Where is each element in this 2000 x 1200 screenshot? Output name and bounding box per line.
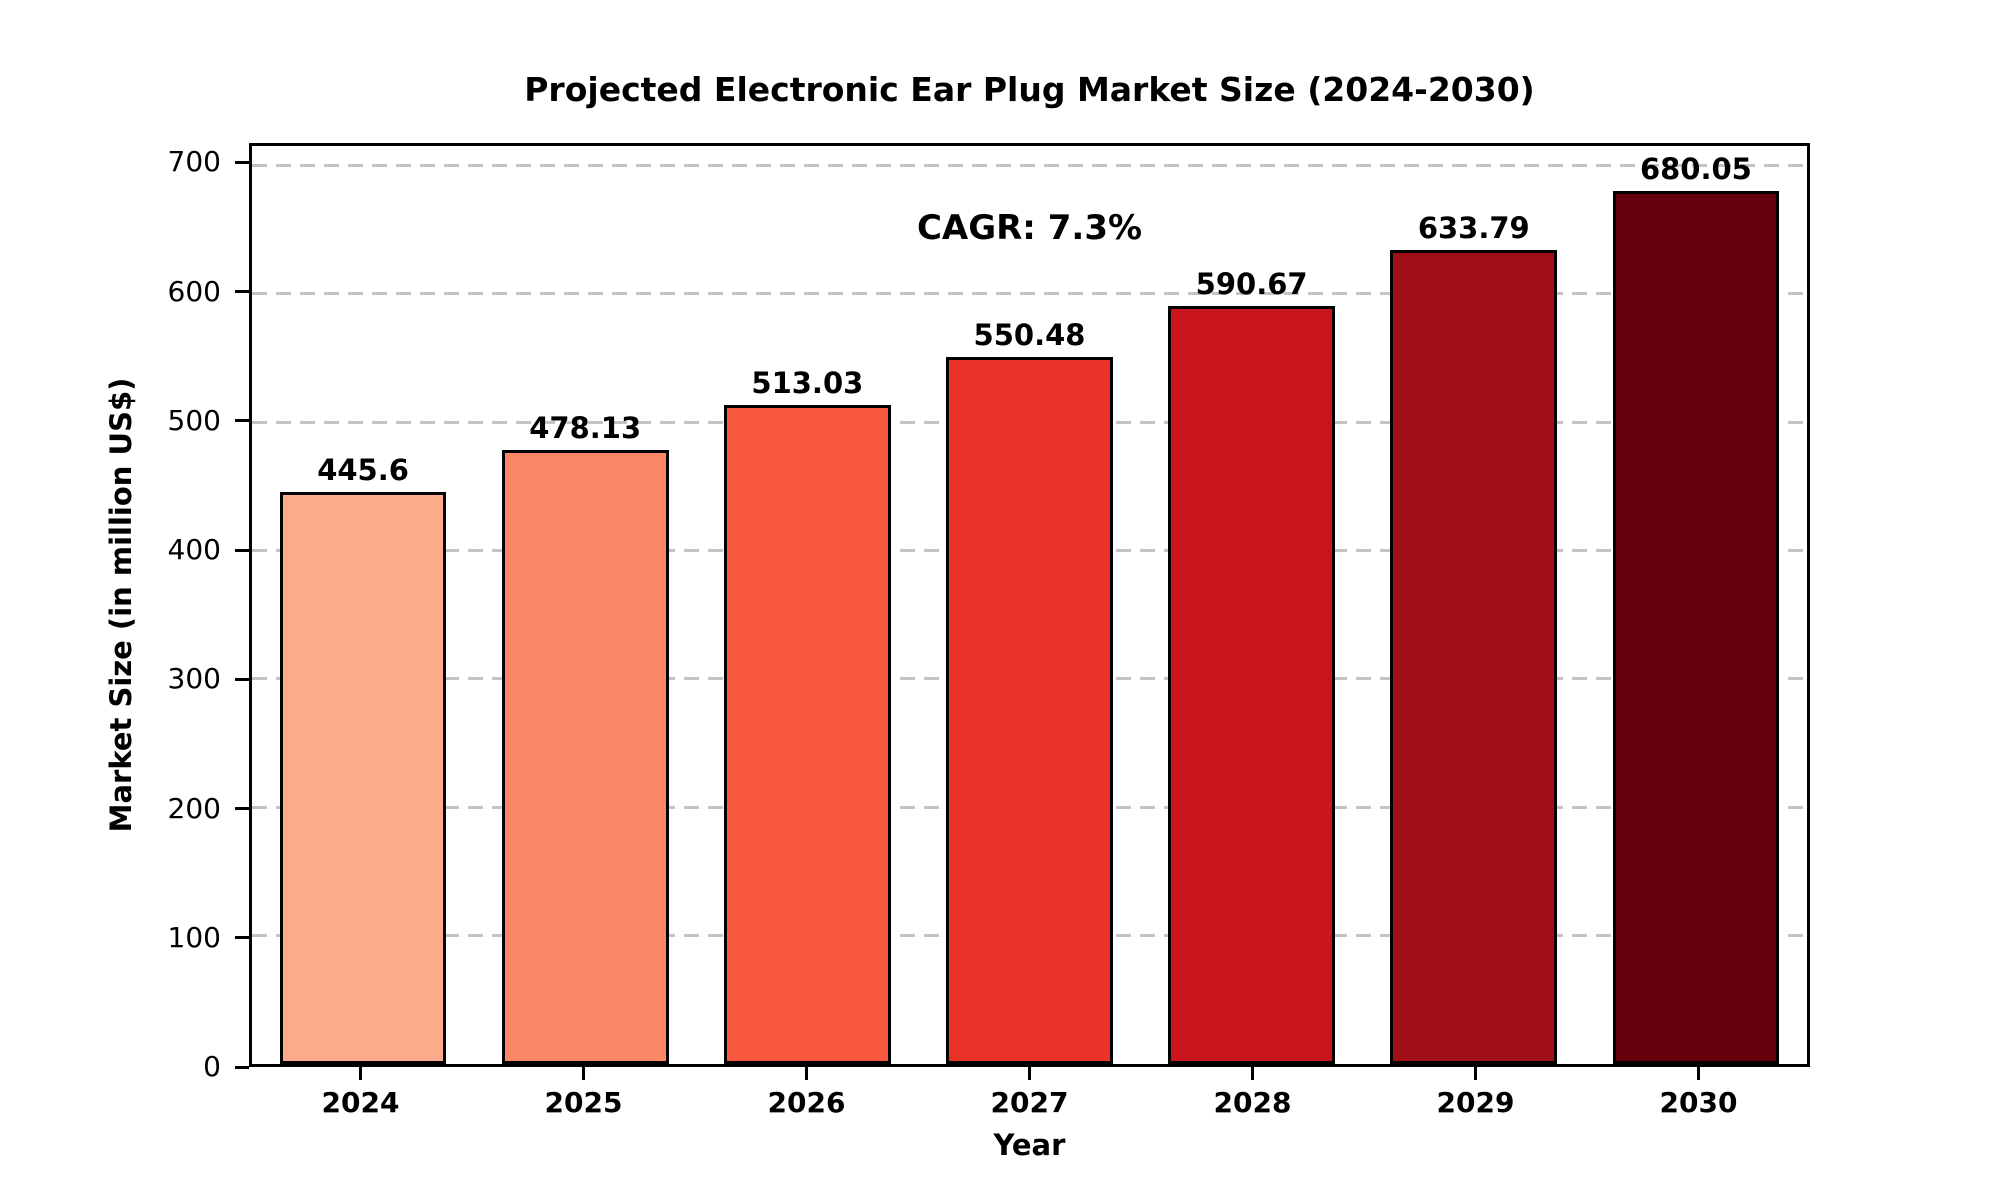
y-tick-label-200: 200 xyxy=(167,791,221,825)
bar-value-label-2027: 550.48 xyxy=(973,318,1086,353)
bar-value-label-2025: 478.13 xyxy=(529,411,642,446)
y-tick-label-400: 400 xyxy=(167,533,221,567)
bar-slot-2026: 513.03 xyxy=(696,146,918,1064)
bar-2024 xyxy=(279,491,447,1064)
x-tick-slot-2024 xyxy=(249,1067,472,1081)
x-tick-slot-2029 xyxy=(1364,1067,1587,1081)
x-tick-label-2028: 2028 xyxy=(1213,1086,1292,1119)
cagr-annotation: CAGR: 7.3% xyxy=(916,208,1143,248)
y-tick-mark-200 xyxy=(235,807,249,811)
bars-layer: 445.6 478.13 513.03 550.48 590.67 633.79 680.0… xyxy=(252,146,1807,1064)
x-tick-mark-2026 xyxy=(805,1067,808,1080)
x-tick-slot-2025 xyxy=(472,1067,695,1081)
y-tick-label-600: 600 xyxy=(167,274,221,308)
y-tick-mark-100 xyxy=(235,936,249,940)
bar-2027 xyxy=(946,357,1113,1064)
plot-area: 445.6 478.13 513.03 550.48 590.67 633.79 680.0… xyxy=(249,143,1810,1067)
bar-slot-2025: 478.13 xyxy=(474,146,696,1064)
chart-title: Projected Electronic Ear Plug Market Siz… xyxy=(524,70,1535,109)
x-tick-label-2027: 2027 xyxy=(990,1086,1069,1119)
bar-2025 xyxy=(501,450,669,1064)
bar-value-label-2024: 445.6 xyxy=(317,452,409,487)
bar-slot-2027: 550.48 xyxy=(918,146,1140,1064)
bar-value-label-2026: 513.03 xyxy=(751,366,864,401)
x-axis-label: Year xyxy=(993,1128,1066,1162)
x-axis-tick-marks xyxy=(249,1067,1810,1081)
y-tick-mark-500 xyxy=(235,419,249,423)
x-tick-slot-2030 xyxy=(1587,1067,1810,1081)
y-tick-label-100: 100 xyxy=(167,920,221,954)
bar-slot-2024: 445.6 xyxy=(252,146,474,1064)
x-tick-mark-2024 xyxy=(359,1067,362,1080)
y-tick-label-500: 500 xyxy=(167,403,221,437)
x-tick-label-2030: 2030 xyxy=(1659,1086,1738,1119)
bar-slot-2030: 680.05 xyxy=(1585,146,1807,1064)
y-tick-mark-0 xyxy=(235,1065,249,1069)
x-tick-mark-2025 xyxy=(582,1067,585,1080)
bar-2026 xyxy=(724,405,891,1064)
gridline-600 xyxy=(252,292,1807,296)
x-tick-mark-2029 xyxy=(1474,1067,1477,1080)
x-tick-slot-2028 xyxy=(1141,1067,1364,1081)
x-tick-slot-2026 xyxy=(695,1067,918,1081)
x-tick-label-2024: 2024 xyxy=(321,1086,400,1119)
y-axis: 0 100 200 300 400 500 600 700 xyxy=(0,143,249,1081)
bar-value-label-2030: 680.05 xyxy=(1639,151,1752,186)
bar-slot-2029: 633.79 xyxy=(1363,146,1585,1064)
y-tick-mark-700 xyxy=(235,160,249,164)
bar-2029 xyxy=(1390,250,1558,1064)
bar-2028 xyxy=(1168,305,1335,1064)
x-tick-slot-2027 xyxy=(918,1067,1141,1081)
y-tick-label-700: 700 xyxy=(167,145,221,179)
bar-2030 xyxy=(1612,190,1780,1064)
bar-value-label-2028: 590.67 xyxy=(1195,266,1308,301)
x-tick-label-2029: 2029 xyxy=(1436,1086,1515,1119)
x-tick-mark-2027 xyxy=(1028,1067,1031,1080)
x-tick-mark-2030 xyxy=(1697,1067,1700,1080)
x-tick-label-2026: 2026 xyxy=(767,1086,846,1119)
y-tick-label-0: 0 xyxy=(203,1050,221,1083)
y-tick-label-300: 300 xyxy=(167,662,221,696)
y-tick-mark-300 xyxy=(235,677,249,681)
bar-value-label-2029: 633.79 xyxy=(1417,211,1530,246)
x-axis-tick-labels: 2024 2025 2026 2027 2028 2029 2030 xyxy=(249,1086,1810,1120)
y-tick-mark-400 xyxy=(235,548,249,552)
bar-slot-2028: 590.67 xyxy=(1141,146,1363,1064)
x-tick-label-2025: 2025 xyxy=(544,1086,623,1119)
y-tick-mark-600 xyxy=(235,290,249,294)
x-tick-mark-2028 xyxy=(1251,1067,1254,1080)
gridline-700 xyxy=(252,163,1807,167)
